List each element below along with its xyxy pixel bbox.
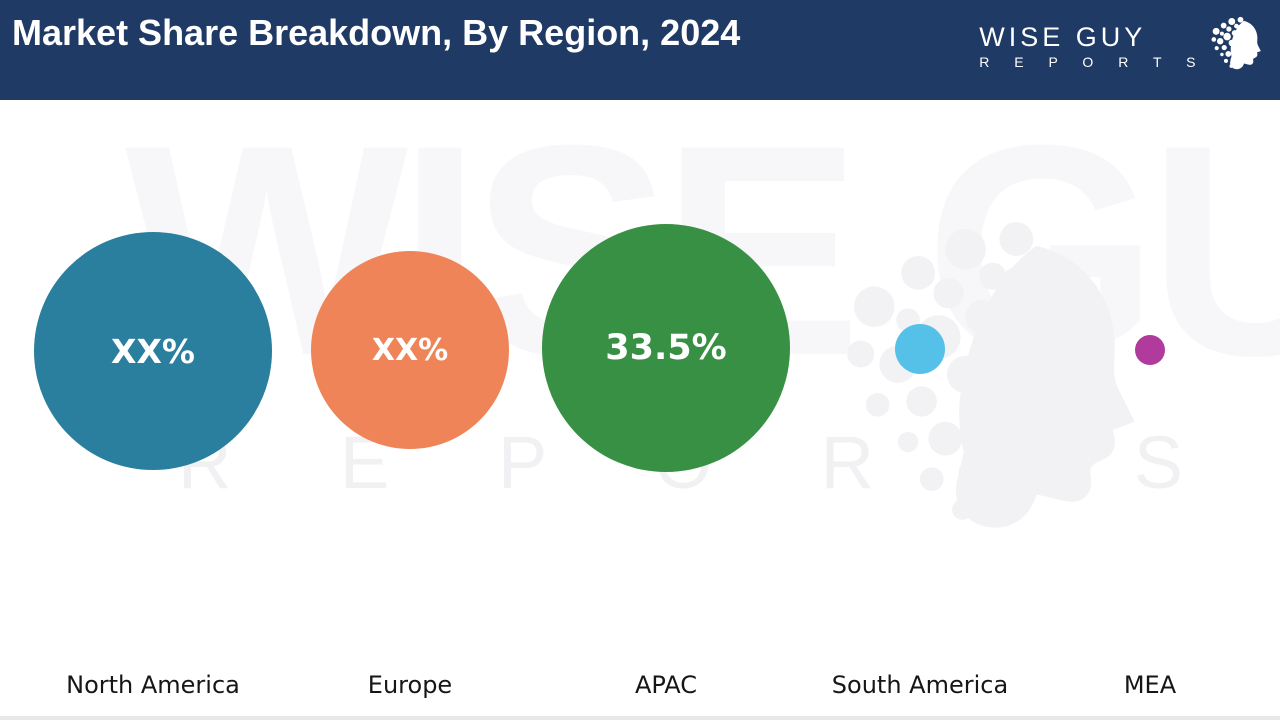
category-label-apac: APAC <box>634 671 698 699</box>
bubble-value-europe: XX% <box>371 332 449 368</box>
bubble-value-north-america: XX% <box>111 331 195 371</box>
header-bar: Market Share Breakdown, By Region, 2024 … <box>0 0 1280 100</box>
logo-wordmark: WISE GUY <box>979 21 1147 52</box>
wiseguy-logo-text: WISE GUY R E P O R T S <box>979 21 1206 71</box>
category-label-north-america: North America <box>66 671 240 699</box>
category-label-mea: MEA <box>1123 671 1177 699</box>
logo-subtitle: R E P O R T S <box>979 54 1206 71</box>
page-title: Market Share Breakdown, By Region, 2024 <box>12 12 741 53</box>
bubble-mea <box>1135 335 1165 365</box>
footer-strip <box>0 716 1280 720</box>
category-label-europe: Europe <box>367 671 453 699</box>
category-label-south-america: South America <box>831 671 1009 699</box>
bubble-apac: 33.5% <box>542 224 790 472</box>
bubble-value-apac: 33.5% <box>605 328 727 368</box>
bubble-north-america: XX% <box>34 232 272 470</box>
wiseguy-head-icon <box>1211 16 1261 70</box>
bubble-europe: XX% <box>311 251 509 449</box>
wiseguy-logo: WISE GUY R E P O R T S <box>979 4 1266 90</box>
